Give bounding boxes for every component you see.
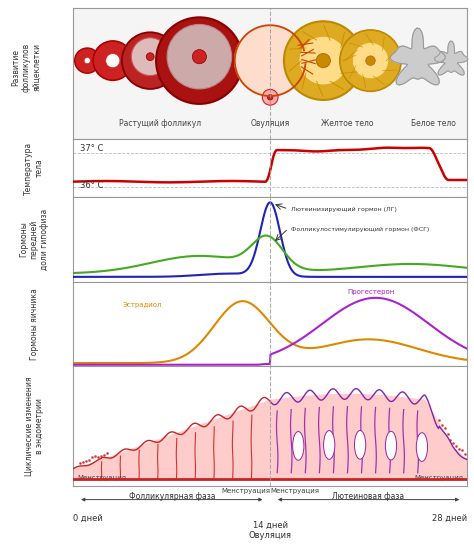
Text: 36° C: 36° C bbox=[81, 181, 104, 189]
Ellipse shape bbox=[416, 433, 428, 461]
Ellipse shape bbox=[262, 89, 278, 105]
Text: Менструация: Менструация bbox=[270, 488, 319, 494]
Ellipse shape bbox=[324, 430, 335, 460]
Text: Температура
тела: Температура тела bbox=[25, 142, 44, 195]
Ellipse shape bbox=[146, 53, 154, 60]
Text: 14 дней: 14 дней bbox=[253, 521, 288, 530]
Text: Прогестерон: Прогестерон bbox=[347, 289, 395, 295]
Text: Гормоны яичника: Гормоны яичника bbox=[30, 288, 38, 360]
Text: Лютеинизирующий гормон (ЛГ): Лютеинизирующий гормон (ЛГ) bbox=[291, 206, 397, 212]
Text: Овуляция: Овуляция bbox=[251, 119, 290, 128]
Polygon shape bbox=[390, 28, 445, 85]
Ellipse shape bbox=[355, 430, 366, 459]
Ellipse shape bbox=[340, 30, 401, 91]
Ellipse shape bbox=[106, 54, 120, 68]
Text: Фолликулярная фаза: Фолликулярная фаза bbox=[128, 492, 215, 501]
Ellipse shape bbox=[316, 54, 330, 68]
Ellipse shape bbox=[167, 24, 232, 89]
Ellipse shape bbox=[131, 38, 169, 76]
Text: Гормоны
передней
доли гипофиза: Гормоны передней доли гипофиза bbox=[19, 209, 49, 270]
Text: Эстрадиол: Эстрадиол bbox=[123, 302, 162, 309]
Text: Циклические изменения
в эндометрии: Циклические изменения в эндометрии bbox=[25, 377, 44, 476]
Polygon shape bbox=[435, 41, 468, 75]
Ellipse shape bbox=[93, 41, 132, 80]
Text: 37° C: 37° C bbox=[81, 144, 104, 153]
Text: Овуляция: Овуляция bbox=[249, 531, 292, 540]
Polygon shape bbox=[235, 25, 305, 96]
Ellipse shape bbox=[352, 42, 389, 79]
Ellipse shape bbox=[366, 56, 375, 65]
Text: Лютеиновая фаза: Лютеиновая фаза bbox=[332, 492, 405, 501]
Ellipse shape bbox=[385, 432, 397, 460]
Text: Менструация: Менструация bbox=[221, 488, 270, 494]
Ellipse shape bbox=[74, 48, 100, 73]
Ellipse shape bbox=[192, 49, 207, 64]
Text: Менструация: Менструация bbox=[77, 475, 127, 481]
Text: Растущий фолликул: Растущий фолликул bbox=[119, 119, 201, 128]
Text: 0 дней: 0 дней bbox=[73, 514, 103, 523]
Text: Желтое тело: Желтое тело bbox=[320, 119, 373, 128]
Ellipse shape bbox=[299, 36, 348, 85]
Ellipse shape bbox=[292, 432, 304, 460]
Text: 28 дней: 28 дней bbox=[432, 514, 467, 523]
Ellipse shape bbox=[156, 18, 243, 104]
Text: Фолликулостимулирующий гормон (ФСГ): Фолликулостимулирующий гормон (ФСГ) bbox=[291, 227, 429, 232]
Text: Менструация: Менструация bbox=[414, 475, 463, 481]
Text: Развитие
фолликулов
яйцеклетки: Развитие фолликулов яйцеклетки bbox=[11, 43, 41, 92]
Ellipse shape bbox=[84, 58, 91, 64]
Ellipse shape bbox=[267, 94, 273, 100]
Ellipse shape bbox=[284, 21, 363, 100]
Ellipse shape bbox=[122, 32, 179, 89]
Text: Белое тело: Белое тело bbox=[411, 119, 456, 128]
